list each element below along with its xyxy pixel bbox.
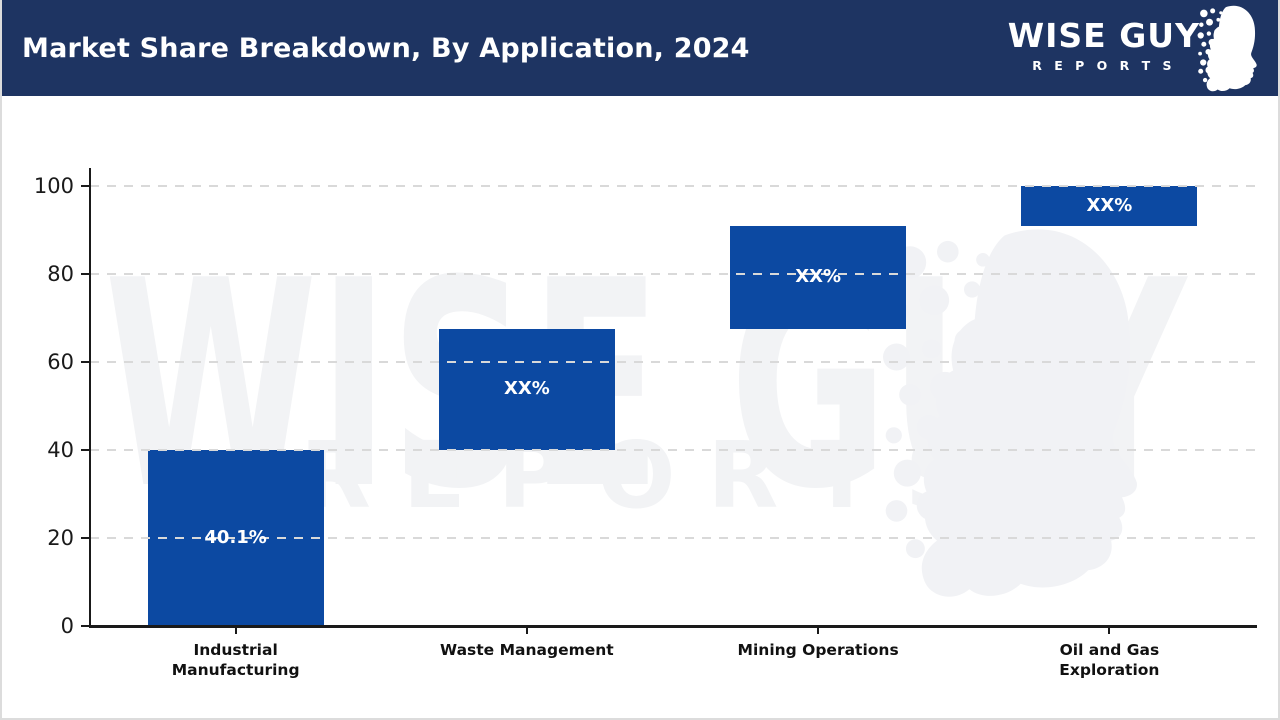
bar-waste-management xyxy=(438,329,615,450)
x-category-label-mining-operations: Mining Operations xyxy=(737,641,899,659)
x-tick-mark xyxy=(525,627,528,634)
x-category-label-oil-and-gas-exploration: Oil and Gas Exploration xyxy=(1059,641,1160,679)
y-tick-mark xyxy=(81,625,89,627)
chart-title: Market Share Breakdown, By Application, … xyxy=(22,32,750,64)
y-tick-mark xyxy=(81,273,89,275)
bar-value-label: XX% xyxy=(795,266,842,288)
bar-mining-operations xyxy=(730,225,907,329)
x-tick-mark xyxy=(234,627,237,634)
bar-oil-and-gas-exploration xyxy=(1021,186,1198,226)
gridline-40 xyxy=(90,449,1255,451)
x-category-label-industrial-manufacturing: Industrial Manufacturing xyxy=(171,641,300,679)
x-axis-line xyxy=(89,625,1257,628)
y-axis-line xyxy=(89,168,91,628)
gridline-100 xyxy=(90,185,1255,187)
brand-text: WISE GUY R E P O R T S xyxy=(1008,16,1200,73)
x-tick-mark xyxy=(817,627,820,634)
brand-sub: R E P O R T S xyxy=(1032,58,1176,73)
gridline-80 xyxy=(90,273,1255,275)
bar-value-label: XX% xyxy=(503,378,550,400)
x-tick-mark xyxy=(1108,627,1111,634)
y-tick-label: 80 xyxy=(47,262,74,286)
bar-value-label: XX% xyxy=(1086,194,1133,216)
x-category-label-waste-management: Waste Management xyxy=(440,641,614,659)
y-tick-mark xyxy=(81,537,89,539)
y-tick-mark xyxy=(81,185,89,187)
y-tick-label: 20 xyxy=(47,526,74,550)
y-tick-mark xyxy=(81,449,89,451)
y-tick-label: 100 xyxy=(33,174,74,198)
y-tick-mark xyxy=(81,361,89,363)
header: Market Share Breakdown, By Application, … xyxy=(2,0,1278,96)
y-tick-label: 0 xyxy=(60,614,74,638)
brand-name: WISE GUY xyxy=(1007,16,1200,55)
y-tick-label: 40 xyxy=(47,438,74,462)
gridline-20 xyxy=(90,537,1255,539)
brand-logo: WISE GUY R E P O R T S xyxy=(1008,0,1268,96)
y-tick-label: 60 xyxy=(47,350,74,374)
gridline-60 xyxy=(90,361,1255,363)
bar-value-label: 40.1% xyxy=(204,526,267,548)
watermark-text-sub: R E P O R T S xyxy=(300,422,972,529)
wiseguy-head-icon xyxy=(1197,5,1257,92)
